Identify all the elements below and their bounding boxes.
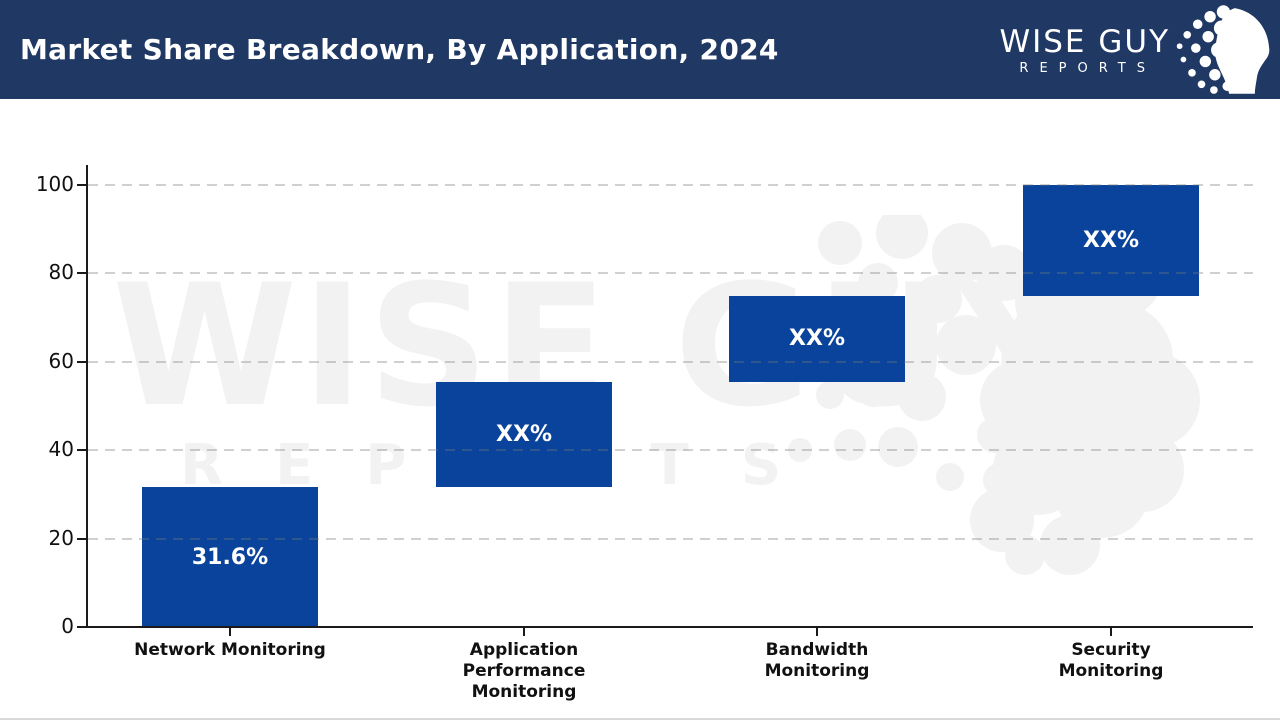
x-category-label-line: Security	[1071, 640, 1151, 660]
header: Market Share Breakdown, By Application, …	[0, 0, 1280, 99]
x-category-label-line: Network Monitoring	[134, 640, 326, 660]
bar: 31.6%	[142, 487, 318, 627]
x-category-label-line: Application	[469, 640, 579, 660]
x-category-label-line: Performance	[462, 661, 586, 681]
x-category-label: Bandwidth Monitoring	[667, 640, 967, 682]
x-tick	[816, 628, 818, 636]
wiseguy-face-icon	[1172, 4, 1272, 96]
x-axis-line	[86, 626, 1253, 628]
y-tick-label: 60	[48, 348, 74, 373]
y-tick-label: 40	[48, 437, 74, 462]
bar: XX%	[729, 295, 905, 382]
gridline	[88, 272, 1253, 275]
brand-name: WISE GUY	[999, 23, 1170, 60]
y-tick	[77, 449, 86, 452]
x-category-label-line: Monitoring	[1058, 661, 1164, 681]
bar: XX%	[436, 381, 612, 488]
x-tick	[1110, 628, 1112, 636]
x-category-label-line: Monitoring	[471, 682, 577, 702]
y-tick-label: 80	[48, 260, 74, 285]
chart-title: Market Share Breakdown, By Application, …	[20, 33, 779, 66]
x-category-label: Network Monitoring	[80, 640, 380, 661]
y-axis-line	[86, 165, 88, 627]
brand-subname: REPORTS	[1019, 60, 1157, 76]
bar-value-label: XX%	[789, 326, 845, 352]
gridline	[88, 184, 1253, 186]
brand-logo: WISE GUY REPORTS	[999, 4, 1272, 96]
bar-value-label: 31.6%	[191, 544, 269, 570]
bar-value-label: XX%	[1083, 227, 1139, 253]
brand-logo-text: WISE GUY REPORTS	[999, 24, 1170, 76]
bar: XX%	[1023, 185, 1199, 296]
x-category-label-line: Monitoring	[764, 661, 870, 681]
x-tick	[229, 628, 231, 636]
watermark-face-icon	[770, 207, 1240, 599]
y-tick-label: 20	[48, 525, 74, 550]
gridline	[88, 449, 1253, 452]
y-tick	[77, 272, 86, 275]
x-tick	[523, 628, 525, 636]
x-category-label: Application Performance Monitoring	[374, 640, 674, 703]
y-tick	[77, 626, 86, 628]
y-tick-label: 100	[35, 172, 74, 196]
x-category-label-line: Bandwidth	[765, 640, 869, 660]
y-tick	[77, 184, 86, 186]
y-tick	[77, 537, 86, 540]
x-category-label: Security Monitoring	[961, 640, 1261, 682]
bar-value-label: XX%	[496, 422, 552, 447]
gridline	[88, 537, 1253, 540]
y-tick	[77, 360, 86, 363]
y-tick-label: 0	[61, 614, 74, 638]
gridline	[88, 360, 1253, 363]
